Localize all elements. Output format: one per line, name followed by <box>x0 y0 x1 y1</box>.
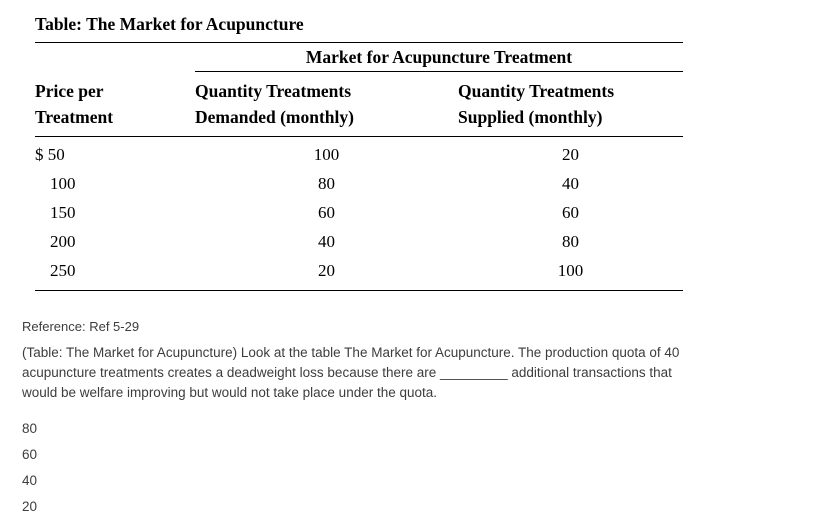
column-header-supplied: Quantity Treatments Supplied (monthly) <box>458 78 683 131</box>
table-row: 100 80 40 <box>35 169 683 198</box>
supplied-cell: 80 <box>562 231 579 251</box>
question-text: (Table: The Market for Acupuncture) Look… <box>22 344 680 400</box>
column-header-supplied-line2: Supplied (monthly) <box>458 107 603 128</box>
reference-text: Reference: Ref 5-29 <box>22 318 140 334</box>
table-body: $ 50 100 20 100 80 40 150 60 60 200 40 8… <box>35 137 683 291</box>
supplied-cell: 60 <box>562 202 579 222</box>
demanded-cell: 80 <box>318 173 335 193</box>
column-header-demanded-line2: Demanded (monthly) <box>195 107 354 128</box>
spanning-header-spacer <box>35 43 195 72</box>
answer-options: 80 60 40 20 <box>22 416 821 520</box>
demanded-cell: 40 <box>318 231 335 251</box>
answer-option-40[interactable]: 40 <box>22 472 38 488</box>
column-header-demanded: Quantity Treatments Demanded (monthly) <box>195 78 458 131</box>
price-cell: 200 <box>50 231 76 251</box>
table-row: 250 20 100 <box>35 256 683 285</box>
column-header-price-line2: Treatment <box>35 107 114 128</box>
table-row: $ 50 100 20 <box>35 140 683 169</box>
demanded-cell: 100 <box>313 144 340 164</box>
price-cell: 250 <box>50 260 76 280</box>
market-table: Table: The Market for Acupuncture Market… <box>35 14 683 291</box>
table-title: Table: The Market for Acupuncture <box>35 14 683 43</box>
supplied-cell: 20 <box>562 144 579 164</box>
price-cell: $ 50 <box>35 144 65 164</box>
table-header-row: Price per Treatment Quantity Treatments … <box>35 72 683 137</box>
supplied-cell: 100 <box>557 260 584 280</box>
table-spanning-header: Market for Acupuncture Treatment <box>195 43 683 72</box>
demanded-cell: 20 <box>318 260 335 280</box>
column-header-supplied-line1: Quantity Treatments <box>458 81 615 101</box>
answer-option-60[interactable]: 60 <box>22 446 38 462</box>
column-header-price-line1: Price per <box>35 81 104 101</box>
price-cell: 150 <box>50 202 76 222</box>
table-spanning-header-row: Market for Acupuncture Treatment <box>35 43 683 72</box>
table-row: 150 60 60 <box>35 198 683 227</box>
supplied-cell: 40 <box>562 173 579 193</box>
answer-option-20[interactable]: 20 <box>22 498 38 514</box>
column-header-price: Price per Treatment <box>35 78 195 131</box>
answer-option-80[interactable]: 80 <box>22 420 38 436</box>
demanded-cell: 60 <box>318 202 335 222</box>
table-row: 200 40 80 <box>35 227 683 256</box>
column-header-demanded-line1: Quantity Treatments <box>195 81 352 101</box>
price-cell: 100 <box>50 173 76 193</box>
